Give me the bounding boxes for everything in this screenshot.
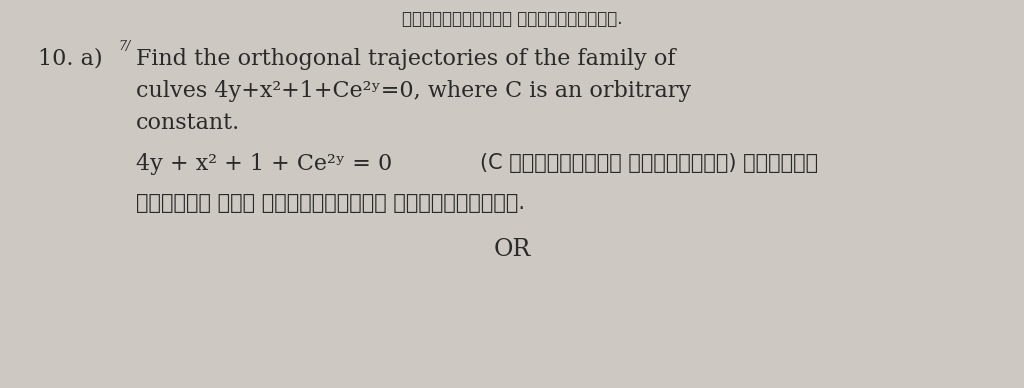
Text: 10. a): 10. a) [38,48,102,70]
Text: నమూకరణాయిను సాధరించుచు.: నమూకరణాయిను సాధరించుచు. [401,10,623,28]
Text: (C యాదృచ్చిక స్థిరాశి) వక్రాల: (C యాదృచ్చిక స్థిరాశి) వక్రాల [480,153,818,173]
Text: కుటుంబ లంబ సంఛేదకాలను కనుక్కోండి.: కుటుంబ లంబ సంఛేదకాలను కనుక్కోండి. [136,193,525,213]
Text: Find the orthogonal trajectories of the family of: Find the orthogonal trajectories of the … [136,48,676,70]
Text: OR: OR [494,238,530,261]
Text: 4y + x² + 1 + Ce²ʸ = 0: 4y + x² + 1 + Ce²ʸ = 0 [136,153,392,175]
Text: culves 4y+x²+1+Ce²ʸ=0, where C is an orbitrary: culves 4y+x²+1+Ce²ʸ=0, where C is an orb… [136,80,691,102]
Text: constant.: constant. [136,112,241,134]
Text: 7/: 7/ [118,40,130,53]
